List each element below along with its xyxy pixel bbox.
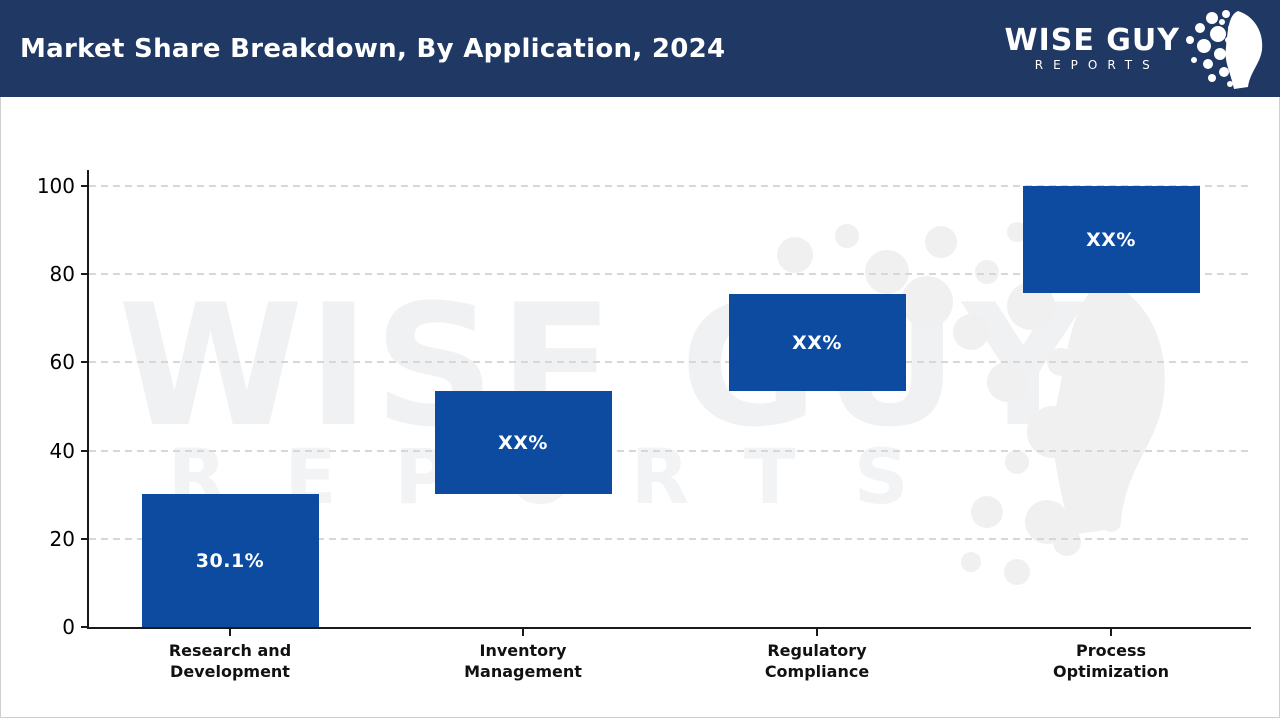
bar-value-label: XX% (792, 331, 842, 354)
y-tick (81, 273, 89, 276)
x-category-label: Regulatory Compliance (764, 641, 870, 681)
y-tick (81, 626, 89, 628)
x-category-label: Inventory Management (464, 641, 582, 681)
y-tick (81, 361, 89, 364)
x-tick (229, 629, 231, 636)
gridline (89, 449, 1251, 452)
chart-title: Market Share Breakdown, By Application, … (20, 33, 726, 64)
bar-value-label: 30.1% (195, 549, 265, 572)
bar: XX% (1022, 186, 1200, 294)
logo-wordmark: WISE GUY (1004, 23, 1180, 58)
gridline (89, 185, 1251, 187)
y-tick-label: 40 (49, 438, 75, 463)
y-tick (81, 185, 89, 187)
y-tick-label: 60 (49, 350, 75, 375)
gridline (89, 537, 1251, 540)
bar: XX% (434, 391, 612, 495)
gridline (89, 361, 1251, 364)
y-tick-label: 80 (49, 262, 75, 287)
x-category-label: Research and Development (168, 641, 292, 681)
y-tick-label: 100 (36, 174, 75, 198)
logo-text: WISE GUY REPORTS (1004, 23, 1180, 73)
x-tick (1110, 629, 1112, 636)
wise-guy-reports-logo: WISE GUY REPORTS (1004, 6, 1266, 92)
bar-value-label: XX% (498, 431, 548, 454)
header: Market Share Breakdown, By Application, … (0, 0, 1280, 97)
y-tick (81, 537, 89, 540)
y-tick (81, 449, 89, 452)
x-tick (522, 629, 524, 636)
y-axis-spine (87, 170, 89, 629)
logo-dotted-face-icon (1186, 9, 1263, 89)
x-tick (816, 629, 818, 636)
bar: 30.1% (141, 494, 319, 627)
bar-value-label: XX% (1086, 228, 1136, 251)
logo-subtitle: REPORTS (1034, 58, 1160, 72)
bar: XX% (728, 294, 906, 392)
y-tick-label: 20 (49, 526, 75, 551)
x-axis-spine (87, 627, 1251, 629)
gridline (89, 273, 1251, 276)
y-tick-label: 0 (62, 615, 75, 639)
x-category-label: Process Optimization (1053, 641, 1169, 681)
